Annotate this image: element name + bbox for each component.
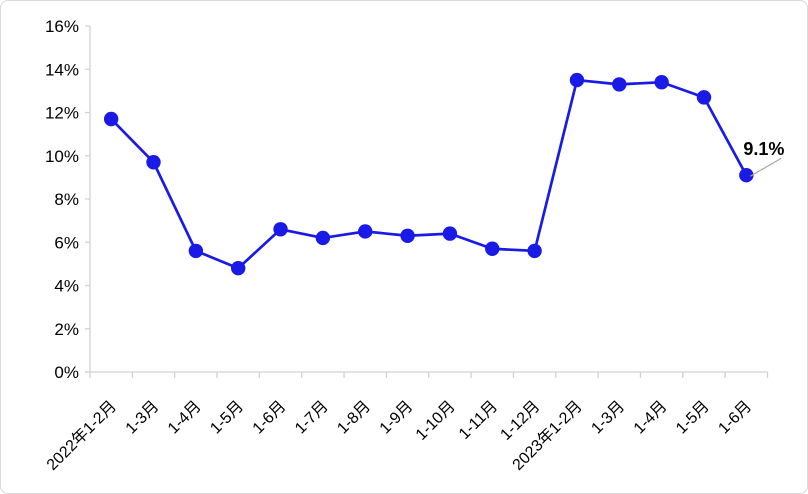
data-point <box>654 75 669 90</box>
annotation-leader-line <box>750 157 782 177</box>
y-tick-label: 8% <box>54 190 79 209</box>
data-point <box>146 155 161 170</box>
data-point <box>273 222 288 237</box>
data-point <box>315 230 331 246</box>
x-tick-label: 1-6月 <box>250 398 290 438</box>
data-point <box>188 243 204 259</box>
x-tick-label: 1-7月 <box>292 398 332 438</box>
data-point <box>527 243 542 259</box>
y-tick-label: 6% <box>54 233 79 252</box>
y-tick-label: 14% <box>45 60 79 79</box>
x-tick-label: 1-6月 <box>715 398 755 438</box>
data-point <box>442 226 458 241</box>
y-tick-label: 4% <box>54 277 79 296</box>
x-tick-label: 2022年1-2月 <box>43 397 120 474</box>
y-tick-label: 2% <box>54 320 79 339</box>
x-tick-label: 1-4月 <box>165 398 205 438</box>
x-tick-label: 1-3月 <box>123 398 163 438</box>
x-tick-label: 1-5月 <box>673 398 713 438</box>
x-tick-label: 1-3月 <box>588 398 628 438</box>
data-point <box>485 241 500 256</box>
series-line <box>109 78 748 270</box>
x-tick-label: 1-11月 <box>456 398 501 443</box>
x-tick-label: 1-4月 <box>631 398 671 438</box>
x-tick-label: 1-10月 <box>413 398 459 444</box>
data-point <box>358 224 373 239</box>
y-tick-label: 16% <box>45 17 79 36</box>
data-point <box>739 168 754 183</box>
x-tick-label: 1-5月 <box>207 398 247 438</box>
y-tick-label: 0% <box>54 363 79 382</box>
x-tick-label: 1-8月 <box>334 398 374 438</box>
data-point <box>103 111 119 127</box>
data-point <box>400 228 415 243</box>
data-point-value-label: 9.1% <box>743 139 784 159</box>
y-tick-label: 12% <box>45 104 79 123</box>
data-point <box>231 261 246 276</box>
data-point <box>569 72 585 88</box>
data-point <box>612 77 627 92</box>
data-point <box>696 90 712 105</box>
y-tick-label: 10% <box>45 147 79 166</box>
x-tick-label: 1-9月 <box>377 398 417 438</box>
